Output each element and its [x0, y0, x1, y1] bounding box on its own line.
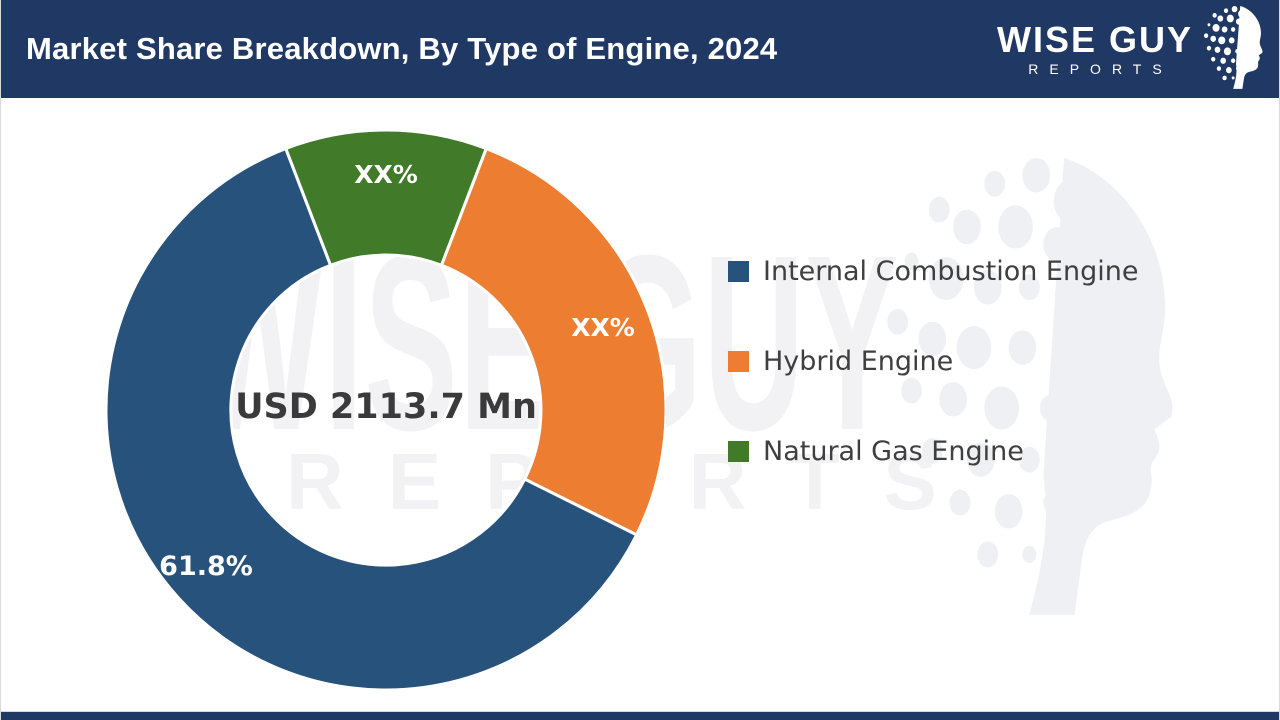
donut-segment-internal-combustion — [106, 147, 639, 690]
slice-label-internal-combustion: 61.8% — [159, 551, 253, 582]
footer-divider — [1, 711, 1279, 712]
legend-item-natural-gas: Natural Gas Engine — [728, 438, 1138, 465]
logo-text: WISE GUY REPORTS — [996, 19, 1193, 77]
legend-item-internal-combustion: Internal Combustion Engine — [728, 258, 1138, 285]
footer-bar — [1, 712, 1279, 720]
legend-swatch-green — [728, 441, 749, 462]
dotted-face-icon — [1203, 6, 1263, 89]
legend-swatch-orange — [728, 351, 749, 372]
chart-legend: Internal Combustion Engine Hybrid Engine… — [728, 258, 1138, 465]
slice-label-natural-gas: XX% — [354, 160, 418, 189]
logo-wordmark: WISE GUY — [996, 19, 1193, 60]
wise-guy-logo: WISE GUY REPORTS — [997, 6, 1263, 92]
donut-center-value: USD 2113.7 Mn — [235, 387, 537, 427]
watermark-face-icon — [887, 158, 1173, 615]
legend-item-hybrid: Hybrid Engine — [728, 348, 1138, 375]
logo-subtitle: REPORTS — [1028, 61, 1173, 77]
legend-label: Natural Gas Engine — [763, 436, 1024, 467]
legend-label: Hybrid Engine — [763, 346, 954, 377]
slice-label-hybrid: XX% — [571, 313, 635, 342]
donut-segment-hybrid — [440, 147, 666, 537]
page-title: Market Share Breakdown, By Type of Engin… — [26, 31, 778, 66]
legend-swatch-blue — [728, 261, 749, 282]
legend-label: Internal Combustion Engine — [763, 256, 1139, 287]
header-bar: Market Share Breakdown, By Type of Engin… — [1, 0, 1279, 98]
donut-chart — [106, 130, 666, 690]
